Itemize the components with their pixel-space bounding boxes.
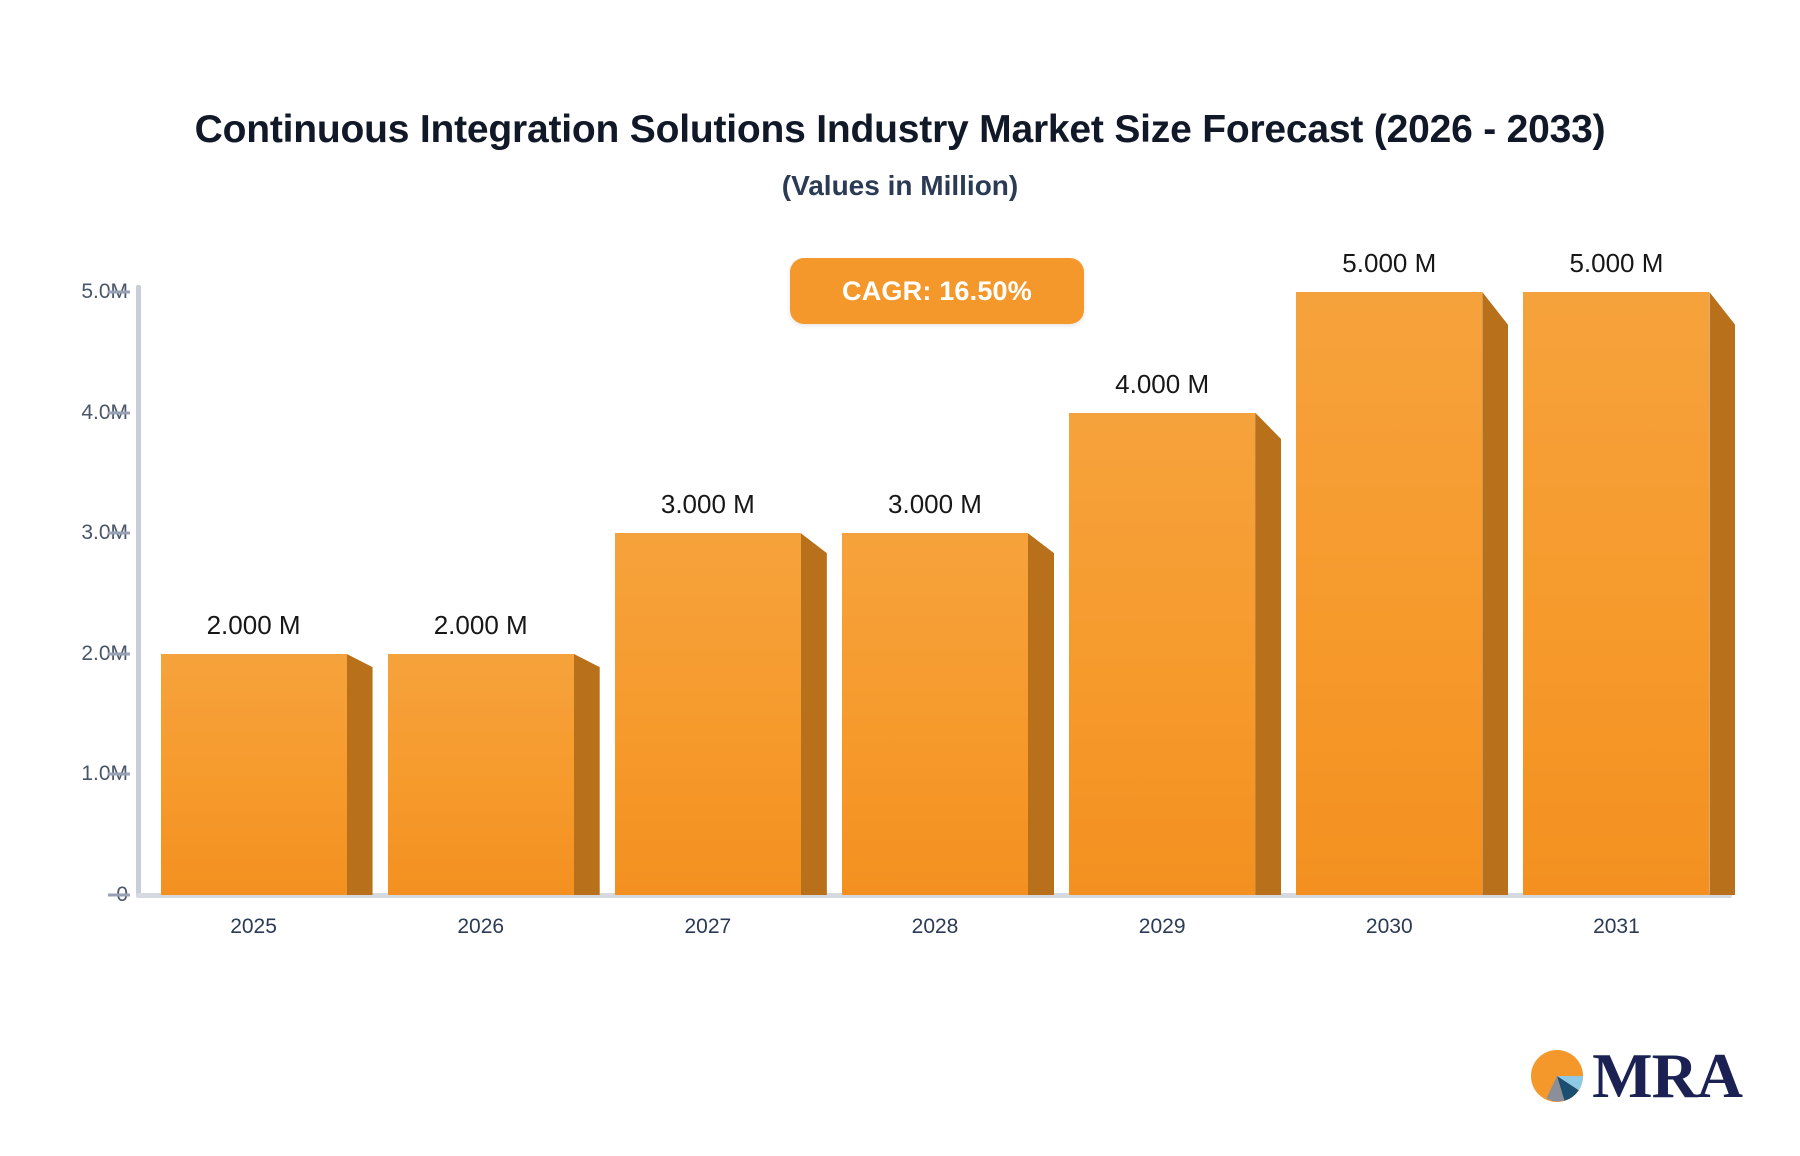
cagr-badge: CAGR: 16.50% xyxy=(790,258,1084,324)
y-axis-tick-mark xyxy=(108,411,130,415)
bar[interactable]: 3.000 M xyxy=(842,489,1054,895)
bar-value-label: 5.000 M xyxy=(1342,248,1437,278)
y-axis-line xyxy=(136,285,141,897)
y-axis-tick-label: 4.0M xyxy=(81,400,128,424)
bar-value-label: 2.000 M xyxy=(206,609,301,640)
bar[interactable]: 2.000 M xyxy=(160,610,373,895)
bar-front-face xyxy=(160,653,347,895)
bar-front-face xyxy=(1523,292,1710,895)
bar-side-face xyxy=(1709,292,1736,895)
y-axis-tick-mark xyxy=(108,531,130,535)
bar-front-face xyxy=(387,653,574,895)
bar[interactable]: 5.000 M xyxy=(1296,248,1509,895)
bar-value-label: 3.000 M xyxy=(660,489,755,520)
bar-front-face xyxy=(1296,292,1483,895)
y-axis-tick-label: 2.0M xyxy=(81,641,128,665)
mra-logo: MRA xyxy=(1526,1040,1743,1111)
y-axis-tick-label: 5.0M xyxy=(81,280,128,303)
y-axis-tick-mark xyxy=(108,652,130,656)
y-axis-tick-mark xyxy=(108,893,130,897)
bar-value-label: 4.000 M xyxy=(1115,368,1210,399)
bar-side-face xyxy=(1255,412,1282,895)
y-axis-tick-mark xyxy=(108,290,130,294)
cagr-badge-label: CAGR: 16.50% xyxy=(842,275,1032,306)
x-axis-tick-label: 2029 xyxy=(1138,915,1186,938)
bar-side-face xyxy=(573,653,600,895)
bar-front-face xyxy=(614,533,801,895)
bar-value-label: 2.000 M xyxy=(433,609,528,640)
x-axis-tick-label: 2026 xyxy=(457,915,505,938)
x-axis-tick-label: 2028 xyxy=(911,915,959,938)
bar-value-label: 5.000 M xyxy=(1569,248,1664,278)
y-axis-tick-mark xyxy=(108,772,130,776)
bar[interactable]: 4.000 M xyxy=(1069,369,1282,895)
logo-wordmark: MRA xyxy=(1592,1040,1743,1111)
y-axis-tick-label: 1.0M xyxy=(81,762,128,786)
bar-side-face xyxy=(800,533,827,895)
x-axis-tick-label: 2030 xyxy=(1365,915,1413,938)
page-title: Continuous Integration Solutions Industr… xyxy=(194,108,1606,151)
pie-chart-logo-icon xyxy=(1531,1049,1584,1103)
bar-front-face xyxy=(842,533,1028,895)
bar-side-face xyxy=(1482,292,1509,895)
x-axis-line xyxy=(136,893,1732,898)
bar-front-face xyxy=(1069,412,1256,895)
x-axis-tick-label: 2031 xyxy=(1593,915,1640,938)
y-axis-tick-label: 3.0M xyxy=(81,521,128,545)
bar-side-face xyxy=(346,653,373,895)
bar-side-face xyxy=(1028,533,1054,895)
x-axis-tick-label: 2027 xyxy=(684,915,732,938)
bar-value-label: 3.000 M xyxy=(888,489,982,520)
bar[interactable]: 5.000 M xyxy=(1523,248,1736,895)
x-axis-tick-label: 2025 xyxy=(230,915,277,938)
bar[interactable]: 3.000 M xyxy=(614,489,827,895)
bar[interactable]: 2.000 M xyxy=(387,610,600,895)
page-subtitle: (Values in Million) xyxy=(781,170,1019,201)
